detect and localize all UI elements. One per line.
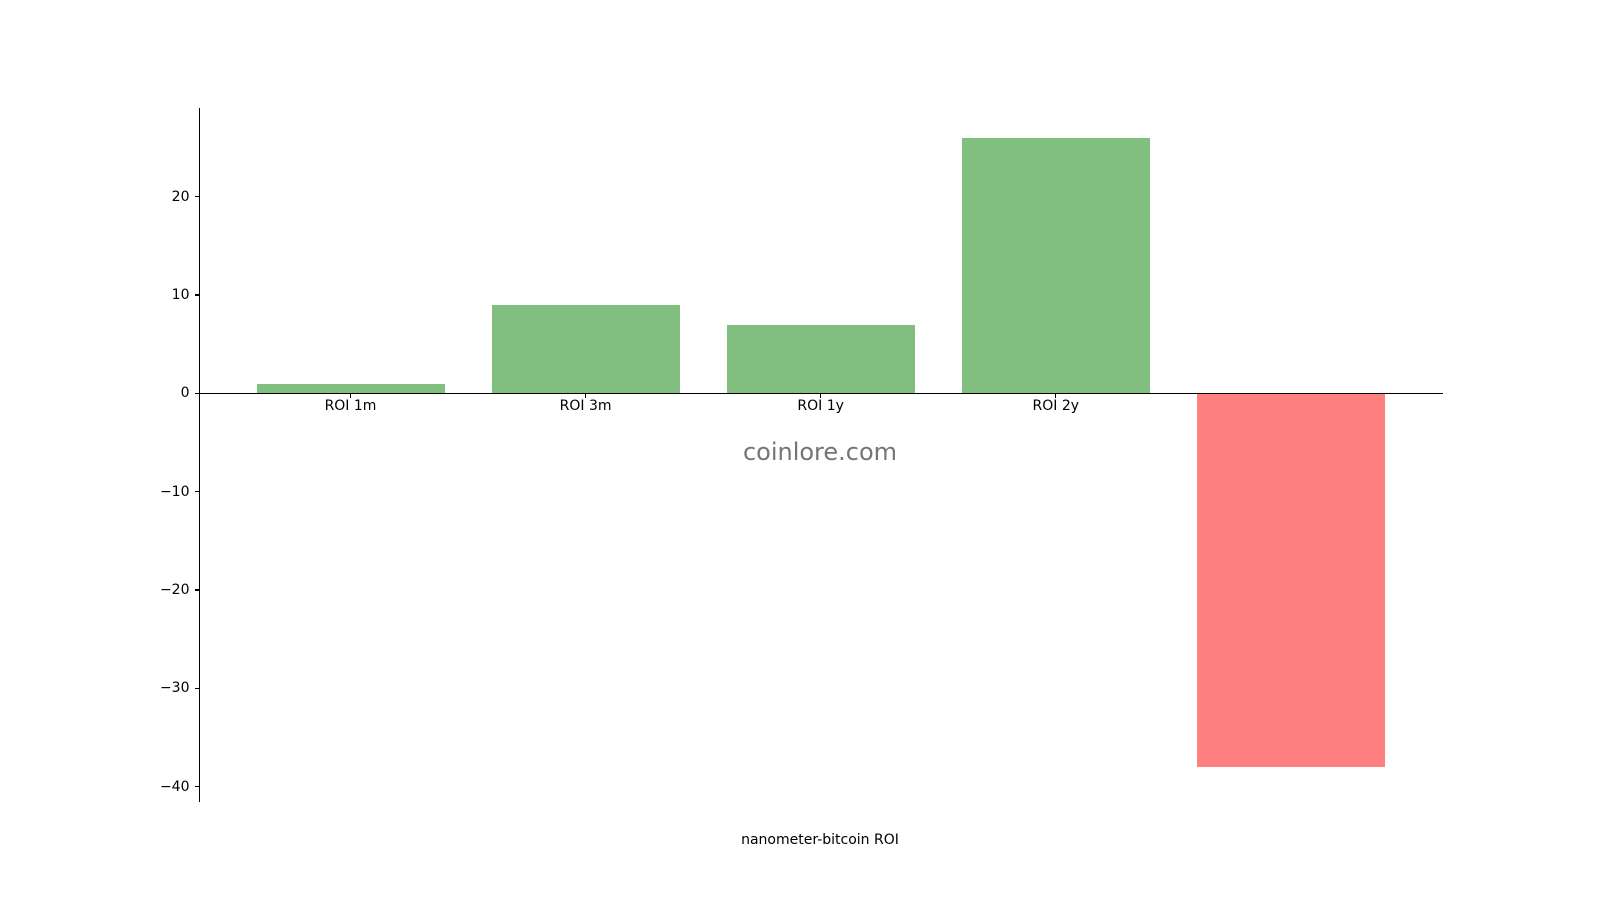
x-tick-label: ROI 3m [559,397,612,414]
bar [961,137,1150,394]
y-tick-label: 0 [180,385,190,402]
bar [491,304,680,394]
watermark: coinlore.com [742,438,898,466]
x-tick-mark [584,393,587,398]
y-tick-label: 20 [171,188,190,205]
bar [1196,393,1385,767]
x-tick-label: ROI 1m [324,397,377,414]
y-tick-mark [194,491,199,493]
x-tick-label: ROI 1y [797,397,844,414]
y-tick-mark [194,392,199,395]
y-tick-label: −40 [159,778,190,795]
bar [256,383,445,394]
y-tick-mark [194,589,199,591]
chart-title: nanometer-bitcoin ROI [741,832,899,848]
y-tick-label: −20 [159,582,190,598]
x-tick-label: ROI 2y [1032,397,1080,414]
y-tick-mark [194,785,199,788]
x-tick-mark [1055,393,1057,398]
x-tick-mark [349,393,352,398]
x-axis-line [199,392,1443,395]
bar [726,324,915,394]
x-tick-mark [820,393,822,398]
y-tick-label: −30 [159,680,190,697]
y-tick-mark [194,294,199,296]
y-tick-mark [194,196,199,198]
y-tick-mark [194,687,199,689]
y-tick-label: 10 [171,287,190,304]
y-tick-label: −10 [159,483,190,500]
y-axis-spine [199,108,201,802]
